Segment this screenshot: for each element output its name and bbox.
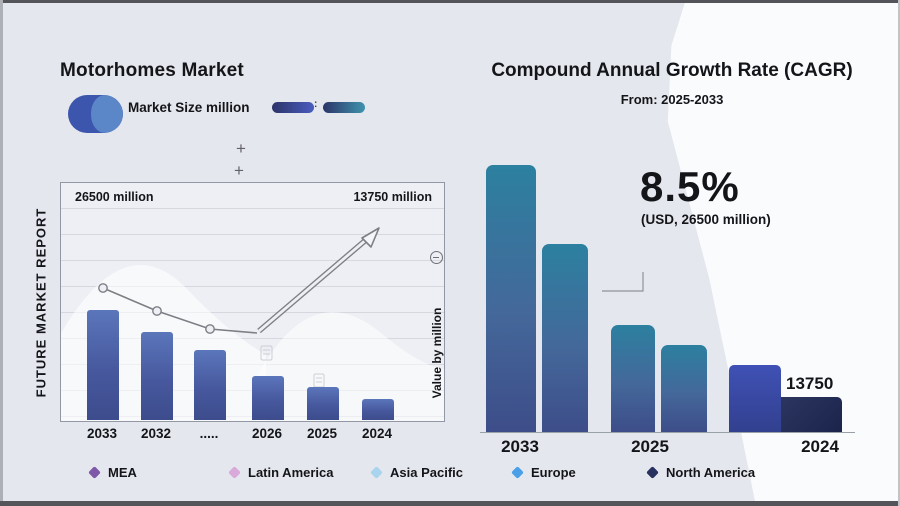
end-value-label: 13750 million [353, 190, 432, 204]
x-tick-dots: ..... [199, 426, 219, 441]
market-size-label: Market Size million [128, 100, 250, 115]
x-tick-2026: 2026 [251, 426, 283, 441]
bar-2025 [307, 387, 339, 420]
latin-america-diamond-icon [228, 466, 241, 479]
x-tick-2024: 2024 [361, 426, 393, 441]
legend-item-asia-pacific: Asia Pacific [370, 465, 463, 480]
bar-intermediate [194, 350, 226, 420]
bar-2026 [252, 376, 284, 420]
cagr-title: Compound Annual Growth Rate (CAGR) [491, 60, 853, 81]
x-tick-2032: 2032 [140, 426, 172, 441]
asia-pacific-diamond-icon [370, 466, 383, 479]
future-market-report-watermark: FUTURE MARKET REPORT [33, 207, 49, 398]
legend-label: North America [666, 465, 756, 480]
start-value-label: 26500 million [75, 190, 154, 204]
cagr-subtitle: From: 2025-2033 [620, 92, 724, 107]
legend-item-latin-america: Latin America [228, 465, 334, 480]
mea-diamond-icon [88, 466, 101, 479]
legend-label: Asia Pacific [390, 465, 463, 480]
cagr-value: 8.5% [640, 163, 740, 210]
x-tick-right-2025: 2025 [631, 437, 669, 456]
ratio-pill-right-icon [323, 102, 365, 113]
cagr-bar-2025-a [611, 325, 655, 432]
legend-label: Latin America [248, 465, 334, 480]
frame-top-edge [0, 0, 900, 3]
capsule-icon-highlight [91, 95, 123, 133]
trend-line [98, 283, 258, 334]
legend-item-mea: MEA [88, 465, 137, 480]
x-tick-2025: 2025 [306, 426, 338, 441]
x-tick-2033: 2033 [86, 426, 118, 441]
cagr-bar-2024-b [781, 397, 842, 432]
capsule-icon [68, 95, 123, 133]
legend-item-europe: Europe [511, 465, 576, 480]
cagr-bar-2024-a [729, 365, 781, 432]
legend-item-north-america: North America [646, 465, 756, 480]
market-size-chart: 26500 million 13750 million [60, 182, 445, 422]
frame-left-edge [0, 0, 3, 506]
plus-icon: + [234, 161, 244, 180]
cagr-bar-2025-b [661, 345, 707, 432]
step-bracket-decoration [602, 272, 644, 292]
page-title: Motorhomes Market [60, 60, 244, 81]
x-tick-right-2024: 2024 [801, 437, 839, 456]
legend-label: MEA [108, 465, 137, 480]
north-america-diamond-icon [646, 466, 659, 479]
growth-arrow-icon [257, 227, 380, 334]
data-label-13750: 13750 [786, 374, 834, 393]
y-axis-label: Value by million [430, 307, 444, 399]
cagr-bar-2033-b [542, 244, 588, 432]
plus-icon: + [236, 139, 246, 158]
ratio-separator: : [314, 99, 318, 110]
ratio-pill-left-icon [272, 102, 314, 113]
frame-right-edge [898, 0, 900, 506]
bar-2033 [87, 310, 119, 420]
bar-2024 [362, 399, 394, 420]
x-axis-line [480, 432, 855, 433]
circle-minus-icon [430, 251, 443, 264]
cagr-note: (USD, 26500 million) [641, 212, 771, 227]
x-tick-right-2033: 2033 [501, 437, 539, 456]
cagr-bar-2033-a [486, 165, 536, 432]
frame-bottom-edge [0, 501, 900, 506]
legend-label: Europe [531, 465, 576, 480]
bar-2032 [141, 332, 173, 420]
europe-diamond-icon [511, 466, 524, 479]
